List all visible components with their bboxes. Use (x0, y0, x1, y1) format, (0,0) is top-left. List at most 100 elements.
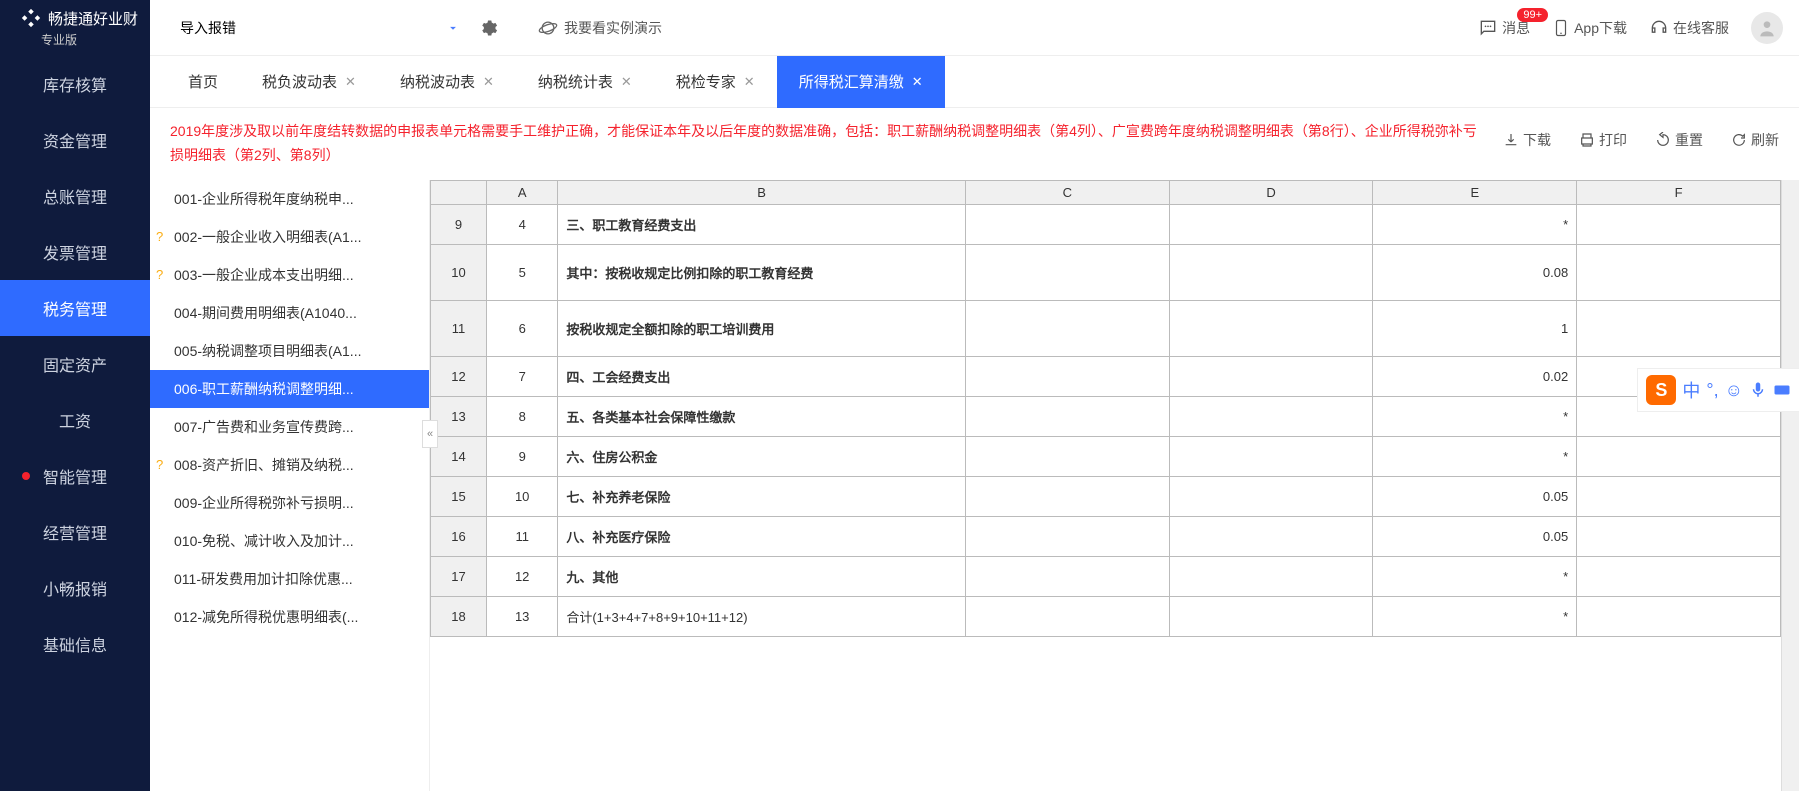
form-list-item-6[interactable]: 007-广告费和业务宣传费跨... (150, 408, 429, 446)
cell[interactable]: 7 (487, 356, 558, 396)
collapse-panel-button[interactable]: « (422, 420, 438, 448)
close-icon[interactable]: ✕ (345, 74, 356, 90)
cell[interactable]: 13 (487, 596, 558, 636)
cell[interactable]: 12 (487, 556, 558, 596)
sidebar-item-5[interactable]: 固定资产 (0, 336, 150, 392)
cell[interactable]: * (1373, 596, 1577, 636)
cell[interactable] (1577, 436, 1781, 476)
row-header[interactable]: 17 (431, 556, 487, 596)
print-button[interactable]: 打印 (1579, 130, 1627, 150)
row-header[interactable]: 11 (431, 300, 487, 356)
spreadsheet[interactable]: ABCDEF94三、职工教育经费支出*105其中：按税收规定比例扣除的职工教育经… (430, 180, 1781, 791)
sidebar-item-6[interactable]: 工资 (0, 392, 150, 448)
cell[interactable] (965, 516, 1169, 556)
gear-icon[interactable] (478, 18, 498, 38)
col-header-C[interactable]: C (965, 180, 1169, 204)
row-header[interactable]: 18 (431, 596, 487, 636)
cell[interactable]: 合计(1+3+4+7+8+9+10+11+12) (558, 596, 966, 636)
close-icon[interactable]: ✕ (483, 74, 494, 90)
form-list-item-10[interactable]: 011-研发费用加计扣除优惠... (150, 560, 429, 598)
sidebar-item-1[interactable]: 资金管理 (0, 112, 150, 168)
sidebar-item-2[interactable]: 总账管理 (0, 168, 150, 224)
form-list-item-2[interactable]: ?003-一般企业成本支出明细... (150, 256, 429, 294)
cell[interactable]: 6 (487, 300, 558, 356)
sheet-corner[interactable] (431, 180, 487, 204)
cell[interactable]: 10 (487, 476, 558, 516)
ime-keyboard-icon[interactable] (1773, 381, 1791, 399)
ime-emoji-icon[interactable]: ☺ (1725, 380, 1743, 401)
messages-button[interactable]: 消息 99+ (1478, 18, 1530, 38)
download-button[interactable]: 下载 (1503, 130, 1551, 150)
ime-punct-icon[interactable]: °, (1706, 380, 1718, 401)
col-header-E[interactable]: E (1373, 180, 1577, 204)
close-icon[interactable]: ✕ (621, 74, 632, 90)
cell[interactable]: 5 (487, 244, 558, 300)
reset-button[interactable]: 重置 (1655, 130, 1703, 150)
cell[interactable] (1577, 516, 1781, 556)
sidebar-item-3[interactable]: 发票管理 (0, 224, 150, 280)
cell[interactable] (1169, 356, 1373, 396)
tab-0[interactable]: 首页 (166, 56, 240, 108)
cell[interactable] (965, 556, 1169, 596)
sidebar-item-0[interactable]: 库存核算 (0, 56, 150, 112)
row-header[interactable]: 9 (431, 204, 487, 244)
chevron-down-icon[interactable] (446, 21, 460, 35)
col-header-B[interactable]: B (558, 180, 966, 204)
ime-toolbar[interactable]: S 中 °, ☺ (1637, 368, 1799, 412)
close-icon[interactable]: ✕ (912, 74, 923, 90)
cell[interactable] (1169, 556, 1373, 596)
row-header[interactable]: 12 (431, 356, 487, 396)
cell[interactable] (1169, 300, 1373, 356)
form-list-item-4[interactable]: 005-纳税调整项目明细表(A1... (150, 332, 429, 370)
col-header-D[interactable]: D (1169, 180, 1373, 204)
cell[interactable] (965, 476, 1169, 516)
cell[interactable]: 七、补充养老保险 (558, 476, 966, 516)
cell[interactable]: 九、其他 (558, 556, 966, 596)
cell[interactable]: 八、补充医疗保险 (558, 516, 966, 556)
cell[interactable] (1169, 516, 1373, 556)
col-header-F[interactable]: F (1577, 180, 1781, 204)
cell[interactable] (1169, 396, 1373, 436)
user-avatar[interactable] (1751, 12, 1783, 44)
col-header-A[interactable]: A (487, 180, 558, 204)
cell[interactable]: 0.02 (1373, 356, 1577, 396)
sidebar-item-4[interactable]: 税务管理 (0, 280, 150, 336)
cell[interactable] (965, 436, 1169, 476)
tab-4[interactable]: 税检专家✕ (654, 56, 777, 108)
search-box[interactable] (170, 10, 470, 46)
cell[interactable] (1577, 300, 1781, 356)
cell[interactable]: 五、各类基本社会保障性缴款 (558, 396, 966, 436)
cell[interactable]: 0.08 (1373, 244, 1577, 300)
form-list-item-5[interactable]: 006-职工薪酬纳税调整明细... (150, 370, 429, 408)
tab-1[interactable]: 税负波动表✕ (240, 56, 378, 108)
tab-3[interactable]: 纳税统计表✕ (516, 56, 654, 108)
cell[interactable]: 8 (487, 396, 558, 436)
cell[interactable] (1577, 204, 1781, 244)
row-header[interactable]: 16 (431, 516, 487, 556)
tab-2[interactable]: 纳税波动表✕ (378, 56, 516, 108)
cell[interactable] (1577, 596, 1781, 636)
sidebar-item-8[interactable]: 经营管理 (0, 504, 150, 560)
cell[interactable]: 四、工会经费支出 (558, 356, 966, 396)
close-icon[interactable]: ✕ (744, 74, 755, 90)
form-list-item-9[interactable]: 010-免税、减计收入及加计... (150, 522, 429, 560)
row-header[interactable]: 15 (431, 476, 487, 516)
cell[interactable]: 其中：按税收规定比例扣除的职工教育经费 (558, 244, 966, 300)
cell[interactable]: 0.05 (1373, 476, 1577, 516)
form-list-item-0[interactable]: 001-企业所得税年度纳税申... (150, 180, 429, 218)
form-list-item-7[interactable]: ?008-资产折旧、摊销及纳税... (150, 446, 429, 484)
form-list-item-11[interactable]: 012-减免所得税优惠明细表(... (150, 598, 429, 636)
demo-link[interactable]: 我要看实例演示 (538, 18, 662, 38)
row-header[interactable]: 10 (431, 244, 487, 300)
cell[interactable] (1169, 204, 1373, 244)
row-header[interactable]: 14 (431, 436, 487, 476)
vertical-scrollbar[interactable] (1781, 180, 1799, 791)
sidebar-item-10[interactable]: 基础信息 (0, 616, 150, 672)
cell[interactable]: * (1373, 396, 1577, 436)
cell[interactable] (1169, 436, 1373, 476)
form-list-item-1[interactable]: ?002-一般企业收入明细表(A1... (150, 218, 429, 256)
cell[interactable] (1169, 596, 1373, 636)
cell[interactable] (965, 204, 1169, 244)
cell[interactable] (965, 396, 1169, 436)
cell[interactable] (1169, 244, 1373, 300)
